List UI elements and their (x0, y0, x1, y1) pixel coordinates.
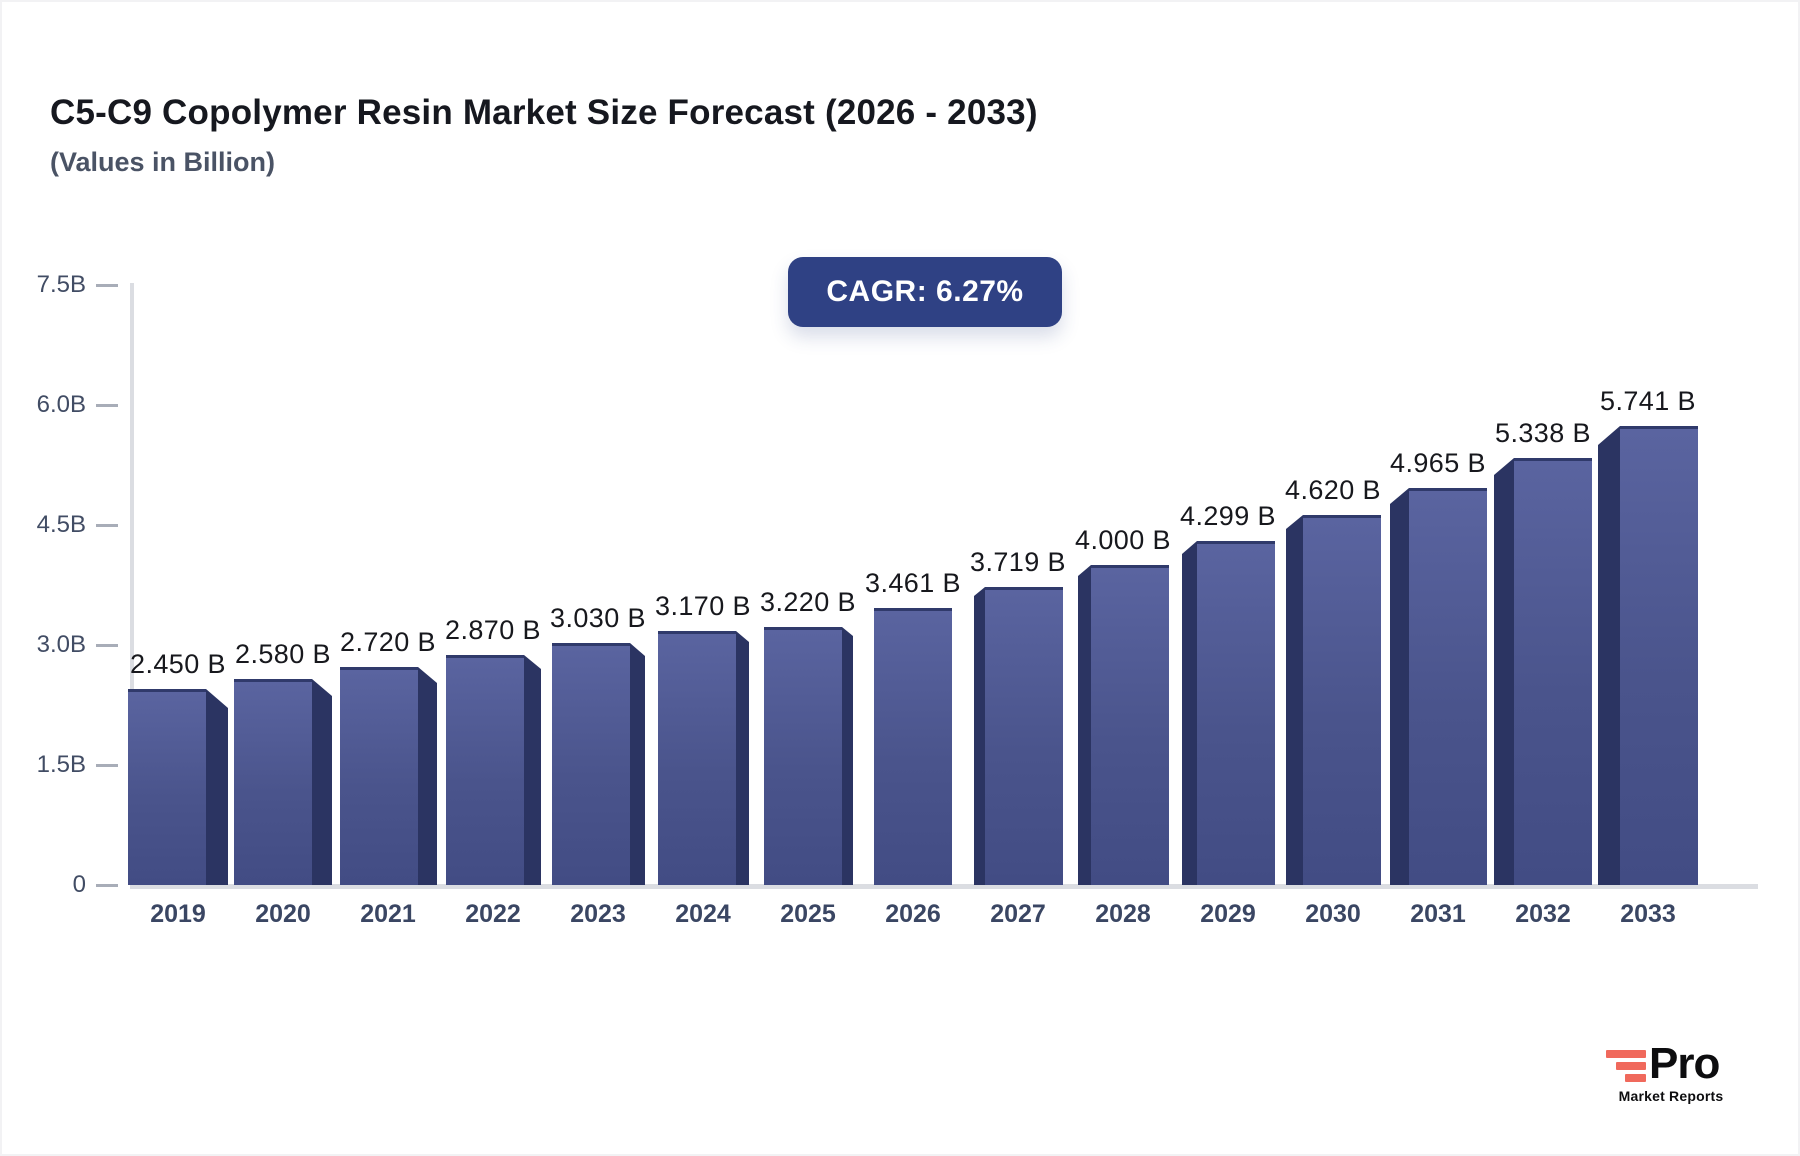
bar-value-label: 4.299 B (1180, 501, 1276, 531)
bar-2027 (974, 587, 1063, 885)
bar-main-face (128, 689, 206, 885)
bar-main-face (985, 587, 1063, 885)
bar-2028 (1078, 565, 1169, 885)
bar-main-face (764, 627, 842, 885)
bar-2024 (658, 631, 749, 885)
bar-side-face (1286, 515, 1303, 885)
bar-main-face (1409, 488, 1487, 885)
logo-flag-icon (1606, 1050, 1646, 1082)
bar-value-label: 3.170 B (655, 591, 751, 621)
y-tick-mark (96, 283, 118, 287)
bar-side-face (1390, 488, 1409, 885)
cagr-badge-label: CAGR: 6.27% (826, 275, 1024, 308)
bar-2020 (234, 679, 332, 885)
y-tick-mark (96, 523, 118, 527)
y-tick-label: 3.0B (36, 631, 86, 658)
bar-main-face (234, 679, 312, 885)
bar-main-face (1197, 541, 1275, 885)
x-tick-label: 2030 (1305, 900, 1361, 928)
bar-side-face (842, 627, 853, 885)
bar-main-face (658, 631, 736, 885)
bar-2026 (874, 608, 952, 885)
bar-2033 (1598, 426, 1698, 885)
bar-value-label: 2.580 B (235, 639, 331, 669)
bar-side-face (524, 655, 541, 885)
bar-value-label: 2.870 B (445, 615, 541, 645)
x-tick-label: 2032 (1515, 900, 1571, 928)
y-tick-mark (96, 763, 118, 767)
x-tick-label: 2021 (360, 900, 416, 928)
bar-value-label: 5.338 B (1495, 418, 1591, 448)
brand-logo: Pro Market Reports (1606, 1042, 1766, 1104)
bar-2022 (446, 655, 541, 885)
bar-value-label: 4.620 B (1285, 475, 1381, 505)
y-tick-mark (96, 883, 118, 887)
y-tick-label: 7.5B (36, 271, 86, 298)
y-tick-mark (96, 643, 118, 647)
bar-main-face (1514, 458, 1592, 885)
bar-main-face (552, 643, 630, 885)
bar-side-face (312, 679, 332, 885)
y-tick-label: 0 (72, 871, 86, 898)
x-tick-label: 2033 (1620, 900, 1676, 928)
bar-value-label: 5.741 B (1600, 386, 1696, 416)
x-tick-label: 2026 (885, 900, 941, 928)
bar-value-label: 3.461 B (865, 568, 961, 598)
bar-side-face (1598, 426, 1620, 885)
bar-side-face (1078, 565, 1091, 885)
x-tick-label: 2031 (1410, 900, 1466, 928)
bar-2023 (552, 643, 645, 885)
x-axis-baseline (130, 884, 1758, 889)
bar-value-label: 4.965 B (1390, 448, 1486, 478)
cagr-badge: CAGR: 6.27% (788, 257, 1062, 327)
bar-main-face (874, 608, 952, 885)
bar-side-face (1494, 458, 1514, 885)
bar-2031 (1390, 488, 1487, 885)
bar-main-face (340, 667, 418, 885)
bar-value-label: 2.720 B (340, 627, 436, 657)
chart-subtitle: (Values in Billion) (50, 147, 276, 177)
x-tick-label: 2025 (780, 900, 836, 928)
y-tick-label: 1.5B (36, 751, 86, 778)
bar-value-label: 3.719 B (970, 547, 1066, 577)
bar-2021 (340, 667, 437, 885)
bar-main-face (1303, 515, 1381, 885)
bar-2025 (764, 627, 853, 885)
x-tick-label: 2023 (570, 900, 626, 928)
bar-side-face (1182, 541, 1197, 885)
bar-value-label: 3.030 B (550, 603, 646, 633)
x-tick-label: 2019 (150, 900, 206, 928)
bar-side-face (736, 631, 749, 885)
y-tick-mark (96, 403, 118, 407)
bar-2019 (128, 689, 228, 885)
bar-2032 (1494, 458, 1592, 885)
bar-main-face (1091, 565, 1169, 885)
logo-row: Pro (1606, 1042, 1766, 1086)
chart-title: C5-C9 Copolymer Resin Market Size Foreca… (50, 93, 1038, 132)
y-axis-line (130, 283, 134, 889)
y-tick-label: 6.0B (36, 391, 86, 418)
bar-value-label: 2.450 B (130, 649, 226, 679)
bar-side-face (630, 643, 645, 885)
bar-2030 (1286, 515, 1381, 885)
bar-value-label: 4.000 B (1075, 525, 1171, 555)
x-tick-label: 2020 (255, 900, 311, 928)
x-tick-label: 2022 (465, 900, 521, 928)
logo-tagline: Market Reports (1618, 1088, 1724, 1104)
y-tick-label: 4.5B (36, 511, 86, 538)
bar-side-face (974, 587, 985, 885)
bar-main-face (1620, 426, 1698, 885)
x-tick-label: 2028 (1095, 900, 1151, 928)
bar-side-face (418, 667, 437, 885)
bar-side-face (206, 689, 228, 885)
logo-brand-text: Pro (1649, 1039, 1720, 1088)
bar-value-label: 3.220 B (760, 587, 856, 617)
x-tick-label: 2027 (990, 900, 1046, 928)
x-tick-label: 2029 (1200, 900, 1256, 928)
bar-main-face (446, 655, 524, 885)
x-tick-label: 2024 (675, 900, 731, 928)
bar-2029 (1182, 541, 1275, 885)
